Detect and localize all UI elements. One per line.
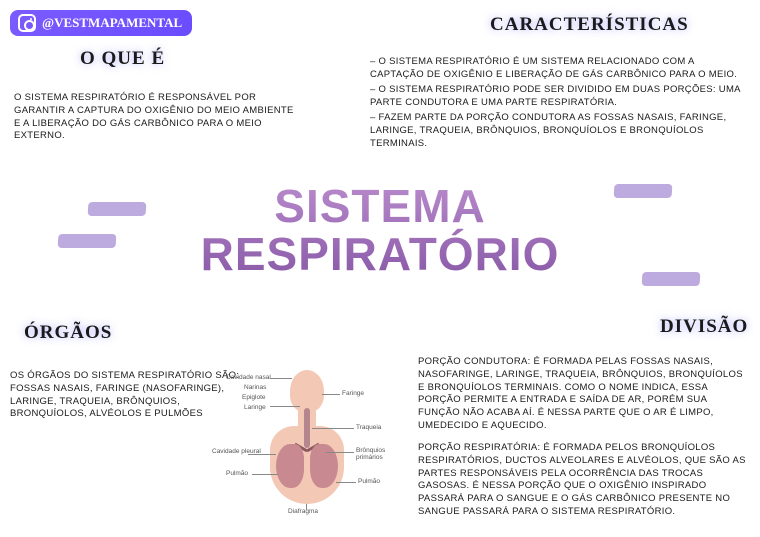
- label-traqueia: Traqueia: [356, 424, 381, 431]
- section-title-oque: O QUE É: [80, 48, 165, 70]
- section-text-oque: O SISTEMA RESPIRATÓRIO É RESPONSÁVEL POR…: [14, 92, 294, 143]
- section-title-divisao: DIVISÃO: [660, 316, 748, 338]
- anatomy-lung-left: [276, 444, 304, 488]
- label-laringe: Laringe: [244, 404, 266, 411]
- instagram-handle: @VESTMAPAMENTAL: [42, 15, 182, 31]
- lead-line: [326, 452, 354, 453]
- lead-line: [248, 454, 276, 455]
- label-narinas: Narinas: [244, 384, 266, 391]
- section-title-orgaos: ÓRGÃOS: [24, 322, 112, 344]
- label-bronquios: Brônquios primários: [356, 448, 396, 461]
- lead-line: [306, 504, 307, 510]
- anatomy-diagram: Cavidade nasal Narinas Epiglote Laringe …: [230, 370, 400, 525]
- anatomy-lung-right: [310, 444, 338, 488]
- label-pulmao-l: Pulmão: [226, 470, 248, 477]
- caracteristicas-bullet-2: – O SISTEMA RESPIRATÓRIO PODE SER DIVIDI…: [370, 84, 746, 110]
- label-epiglote: Epiglote: [242, 394, 266, 401]
- divisao-p1: PORÇÃO CONDUTORA: É FORMADA PELAS FOSSAS…: [418, 356, 750, 433]
- section-title-caracteristicas: CARACTERÍSTICAS: [490, 14, 689, 36]
- label-cavidade-nasal: Cavidade nasal: [226, 374, 271, 381]
- lead-line: [312, 428, 354, 429]
- lead-line: [270, 378, 292, 379]
- lead-line: [322, 394, 340, 395]
- lead-line: [252, 474, 278, 475]
- caracteristicas-bullet-1: – O SISTEMA RESPIRATÓRIO É UM SISTEMA RE…: [370, 56, 746, 82]
- lead-line: [270, 406, 300, 407]
- lead-line: [336, 482, 356, 483]
- main-title-line1: SISTEMA: [0, 182, 760, 230]
- section-text-orgaos: OS ÓRGÃOS DO SISTEMA RESPIRATÓRIO SÃO: F…: [10, 370, 240, 421]
- label-diafragma: Diafragma: [288, 508, 318, 515]
- label-faringe: Faringe: [342, 390, 364, 397]
- label-pulmao-r: Pulmão: [358, 478, 380, 485]
- caracteristicas-bullet-3: – FAZEM PARTE DA PORÇÃO CONDUTORA AS FOS…: [370, 112, 746, 150]
- main-title-line2: RESPIRATÓRIO: [0, 230, 760, 278]
- instagram-badge[interactable]: @VESTMAPAMENTAL: [10, 10, 192, 36]
- divisao-p2: PORÇÃO RESPIRATÓRIA: É FORMADA PELOS BRO…: [418, 442, 750, 519]
- anatomy-trachea: [304, 408, 310, 448]
- instagram-icon: [18, 14, 36, 32]
- main-title: SISTEMA RESPIRATÓRIO: [0, 182, 760, 279]
